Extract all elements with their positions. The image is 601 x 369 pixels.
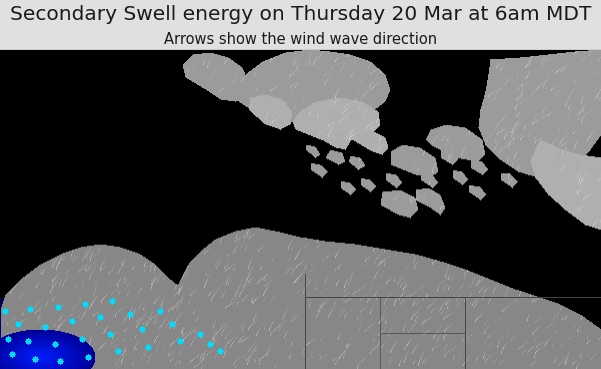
Text: Secondary Swell energy on Thursday 20 Mar at 6am MDT: Secondary Swell energy on Thursday 20 Ma… [10,6,591,24]
Text: Arrows show the wind wave direction: Arrows show the wind wave direction [164,32,437,47]
